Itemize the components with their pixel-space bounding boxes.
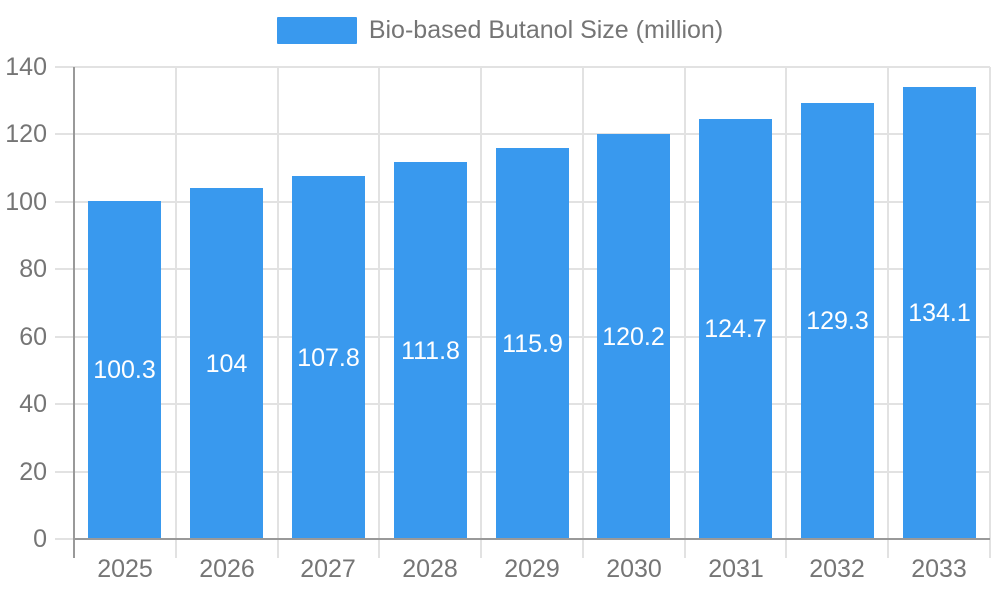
y-tick	[55, 471, 74, 473]
v-gridline	[175, 67, 177, 539]
bar-value-label: 100.3	[93, 356, 156, 384]
x-axis-label: 2027	[300, 555, 356, 583]
x-axis-label: 2033	[911, 555, 967, 583]
h-gridline	[74, 66, 990, 68]
x-tick	[378, 539, 380, 558]
x-axis-label: 2031	[708, 555, 764, 583]
y-axis-label: 40	[19, 390, 47, 418]
bar-value-label: 111.8	[401, 337, 460, 365]
y-axis-label: 80	[19, 255, 47, 283]
y-axis-label: 140	[5, 53, 47, 81]
v-gridline	[887, 67, 889, 539]
y-tick	[55, 133, 74, 135]
x-axis-label: 2026	[199, 555, 255, 583]
y-tick	[55, 66, 74, 68]
bar: 120.2	[597, 134, 670, 539]
y-axis-label: 60	[19, 323, 47, 351]
bar: 124.7	[699, 119, 772, 539]
y-axis-label: 120	[5, 120, 47, 148]
y-axis-label: 0	[33, 525, 47, 553]
bar-value-label: 120.2	[602, 323, 665, 351]
x-tick	[785, 539, 787, 558]
bar: 111.8	[394, 162, 467, 539]
y-axis-label: 100	[5, 188, 47, 216]
v-gridline	[785, 67, 787, 539]
bar: 104	[190, 188, 263, 539]
v-gridline	[277, 67, 279, 539]
y-tick	[55, 201, 74, 203]
bar: 129.3	[801, 103, 874, 539]
x-tick	[480, 539, 482, 558]
y-tick	[55, 268, 74, 270]
bar-value-label: 124.7	[704, 315, 767, 343]
v-gridline	[378, 67, 380, 539]
y-tick	[55, 336, 74, 338]
legend: Bio-based Butanol Size (million)	[0, 16, 1000, 44]
v-gridline	[684, 67, 686, 539]
bar-value-label: 129.3	[806, 307, 869, 335]
bar: 107.8	[292, 176, 365, 539]
bar: 100.3	[88, 201, 161, 539]
y-axis-line	[73, 67, 75, 558]
x-tick	[582, 539, 584, 558]
bar-value-label: 134.1	[908, 299, 971, 327]
legend-item[interactable]: Bio-based Butanol Size (million)	[276, 16, 724, 44]
y-tick	[55, 403, 74, 405]
legend-swatch	[276, 16, 357, 44]
x-tick	[277, 539, 279, 558]
v-gridline	[989, 67, 991, 539]
bar-value-label: 104	[205, 350, 248, 378]
x-axis-label: 2025	[97, 555, 153, 583]
x-tick	[887, 539, 889, 558]
v-gridline	[480, 67, 482, 539]
bar: 134.1	[903, 87, 976, 539]
y-axis-label: 20	[19, 458, 47, 486]
bar-value-label: 115.9	[502, 330, 563, 358]
bar: 115.9	[496, 148, 569, 539]
x-tick	[175, 539, 177, 558]
bar-value-label: 107.8	[297, 344, 360, 372]
legend-label: Bio-based Butanol Size (million)	[368, 16, 724, 44]
y-tick	[55, 538, 74, 540]
x-axis-line	[74, 538, 990, 540]
x-axis-label: 2029	[504, 555, 560, 583]
x-axis-label: 2030	[606, 555, 662, 583]
x-axis-label: 2028	[402, 555, 458, 583]
h-gridline	[74, 133, 990, 135]
x-tick	[684, 539, 686, 558]
x-tick	[989, 539, 991, 558]
x-axis-label: 2032	[809, 555, 865, 583]
v-gridline	[582, 67, 584, 539]
